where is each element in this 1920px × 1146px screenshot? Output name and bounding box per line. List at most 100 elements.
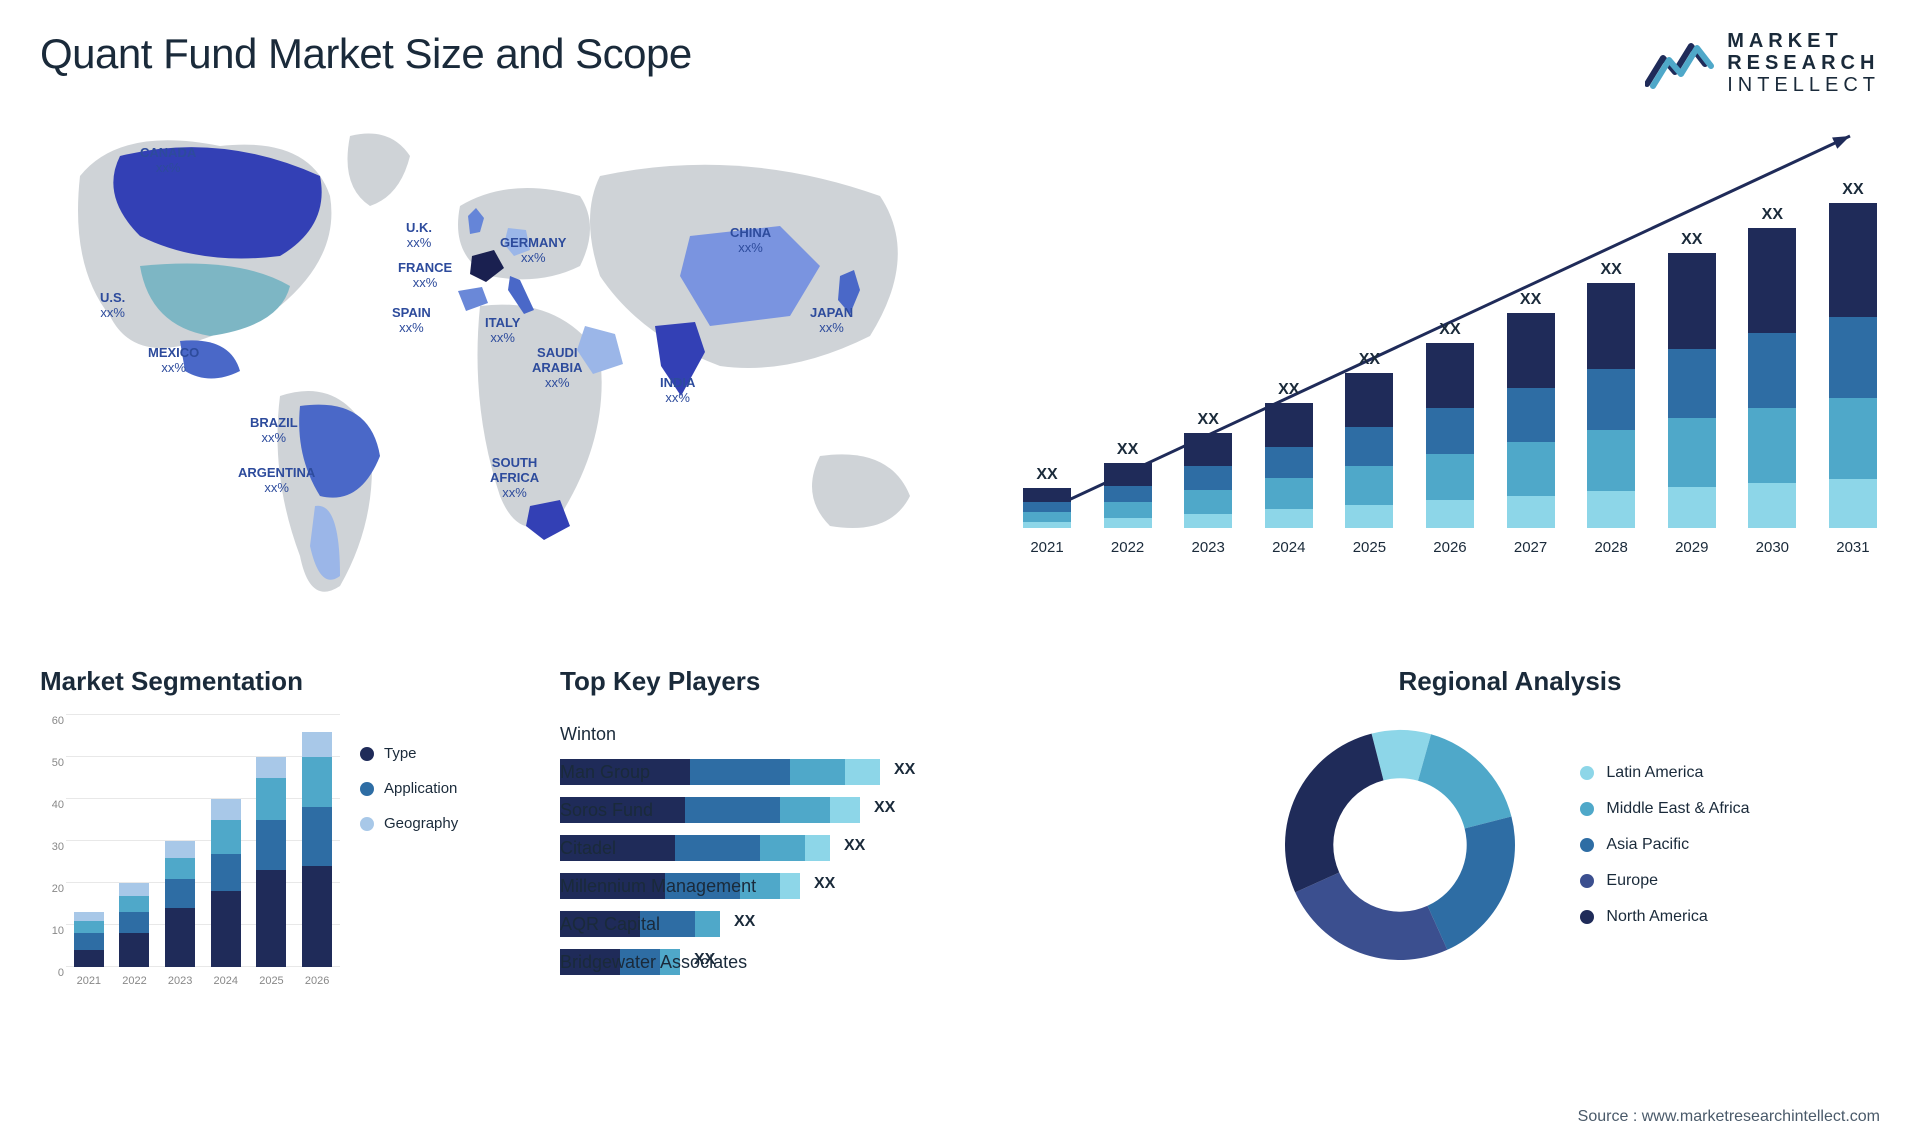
- growth-bar: XX: [1181, 411, 1235, 528]
- brand-mark-icon: [1645, 36, 1715, 90]
- map-label: U.K.xx%: [406, 221, 432, 251]
- map-label: SAUDIARABIAxx%: [532, 346, 583, 391]
- seg-y-tick: 60: [52, 715, 64, 727]
- regional-legend: Latin America Middle East & Africa Asia Pa…: [1580, 764, 1749, 926]
- growth-x-label: 2024: [1262, 539, 1316, 556]
- growth-bar: XX: [1584, 261, 1638, 528]
- seg-legend-item: Application: [360, 780, 458, 797]
- growth-bar-value: XX: [1520, 291, 1541, 309]
- growth-chart: XXXXXXXXXXXXXXXXXXXXXX 20212022202320242…: [1020, 116, 1880, 556]
- seg-x-label: 2025: [256, 975, 286, 987]
- regional-legend-item: Europe: [1580, 872, 1658, 890]
- player-row: XX Millennium Management: [560, 867, 1100, 905]
- seg-y-tick: 20: [52, 883, 64, 895]
- growth-x-label: 2029: [1665, 539, 1719, 556]
- seg-x-label: 2026: [302, 975, 332, 987]
- map-label: CANADAxx%: [140, 146, 196, 176]
- seg-y-tick: 0: [58, 967, 64, 979]
- growth-bar: XX: [1101, 441, 1155, 528]
- player-row: XXSoros Fund: [560, 791, 1100, 829]
- growth-bar: XX: [1826, 181, 1880, 528]
- regional-legend-item: Asia Pacific: [1580, 836, 1689, 854]
- growth-x-label: 2027: [1504, 539, 1558, 556]
- growth-bar: XX: [1745, 206, 1799, 528]
- player-name: AQR Capital: [560, 914, 660, 935]
- player-value: XX: [734, 913, 755, 931]
- growth-bar-value: XX: [1842, 181, 1863, 199]
- source-text: Source : www.marketresearchintellect.com: [1578, 1108, 1880, 1126]
- map-label: MEXICOxx%: [148, 346, 199, 376]
- growth-bar-value: XX: [1278, 381, 1299, 399]
- brand-line1: MARKET: [1727, 30, 1880, 52]
- seg-x-label: 2022: [119, 975, 149, 987]
- player-row: XXMan Group: [560, 753, 1100, 791]
- seg-legend-item: Geography: [360, 815, 458, 832]
- brand-line3: INTELLECT: [1727, 74, 1880, 96]
- player-row: XXCitadel: [560, 829, 1100, 867]
- growth-x-label: 2025: [1342, 539, 1396, 556]
- growth-x-label: 2028: [1584, 539, 1638, 556]
- seg-bar: [256, 757, 286, 967]
- regional-title: Regional Analysis: [1140, 666, 1880, 697]
- growth-bar: XX: [1262, 381, 1316, 528]
- players-title: Top Key Players: [560, 666, 1100, 697]
- player-name: Citadel: [560, 838, 616, 859]
- seg-y-tick: 50: [52, 757, 64, 769]
- player-value: XX: [814, 875, 835, 893]
- regional-panel: Regional Analysis Latin America Middle Ea…: [1140, 666, 1880, 975]
- players-panel: Top Key Players WintonXXMan GroupXXSoros…: [560, 666, 1100, 981]
- regional-legend-item: Latin America: [1580, 764, 1703, 782]
- growth-bar-value: XX: [1036, 466, 1057, 484]
- seg-bar: [211, 799, 241, 967]
- growth-x-label: 2026: [1423, 539, 1477, 556]
- brand-line2: RESEARCH: [1727, 52, 1880, 74]
- growth-bar-value: XX: [1762, 206, 1783, 224]
- seg-bar: [302, 732, 332, 967]
- growth-x-label: 2022: [1101, 539, 1155, 556]
- map-label: JAPANxx%: [810, 306, 853, 336]
- segmentation-panel: Market Segmentation 0102030405060 202120…: [40, 666, 520, 995]
- growth-x-label: 2030: [1745, 539, 1799, 556]
- map-label: BRAZILxx%: [250, 416, 298, 446]
- map-label: ARGENTINAxx%: [238, 466, 315, 496]
- segmentation-chart: 0102030405060 202120222023202420252026: [40, 715, 340, 995]
- map-label: U.S.xx%: [100, 291, 125, 321]
- donut-slice: [1428, 817, 1516, 950]
- growth-bar-value: XX: [1681, 231, 1702, 249]
- regional-legend-item: North America: [1580, 908, 1707, 926]
- regional-donut-chart: [1270, 715, 1530, 975]
- top-row: CANADAxx% U.S.xx% MEXICOxx% BRAZILxx% ARGENT…: [40, 116, 1880, 616]
- player-row: Winton: [560, 715, 1100, 753]
- growth-x-label: 2031: [1826, 539, 1880, 556]
- segmentation-legend: TypeApplicationGeography: [360, 715, 458, 995]
- growth-bar-value: XX: [1600, 261, 1621, 279]
- segmentation-title: Market Segmentation: [40, 666, 520, 697]
- world-map: CANADAxx% U.S.xx% MEXICOxx% BRAZILxx% ARGENT…: [40, 116, 960, 616]
- growth-bar: XX: [1342, 351, 1396, 528]
- seg-x-label: 2024: [211, 975, 241, 987]
- donut-slice: [1418, 734, 1511, 828]
- player-row: XX AQR Capital: [560, 905, 1100, 943]
- player-value: XX: [874, 799, 895, 817]
- map-label: INDIAxx%: [660, 376, 695, 406]
- growth-bar-value: XX: [1198, 411, 1219, 429]
- seg-bar: [119, 883, 149, 967]
- regional-legend-item: Middle East & Africa: [1580, 800, 1749, 818]
- seg-x-label: 2021: [74, 975, 104, 987]
- header: Quant Fund Market Size and Scope MARKET …: [40, 30, 1880, 96]
- donut-slice: [1285, 734, 1383, 893]
- growth-bar-value: XX: [1439, 321, 1460, 339]
- growth-x-label: 2021: [1020, 539, 1074, 556]
- map-label: SPAINxx%: [392, 306, 431, 336]
- player-row: XXBridgewater Associates: [560, 943, 1100, 981]
- seg-bar: [165, 841, 195, 967]
- growth-bar: XX: [1665, 231, 1719, 528]
- player-name: Millennium Management: [560, 876, 756, 897]
- seg-y-tick: 30: [52, 841, 64, 853]
- seg-bar: [74, 912, 104, 967]
- growth-bar-value: XX: [1359, 351, 1380, 369]
- page-title: Quant Fund Market Size and Scope: [40, 30, 692, 78]
- player-name: Man Group: [560, 762, 650, 783]
- bottom-row: Market Segmentation 0102030405060 202120…: [40, 666, 1880, 995]
- growth-bar: XX: [1504, 291, 1558, 528]
